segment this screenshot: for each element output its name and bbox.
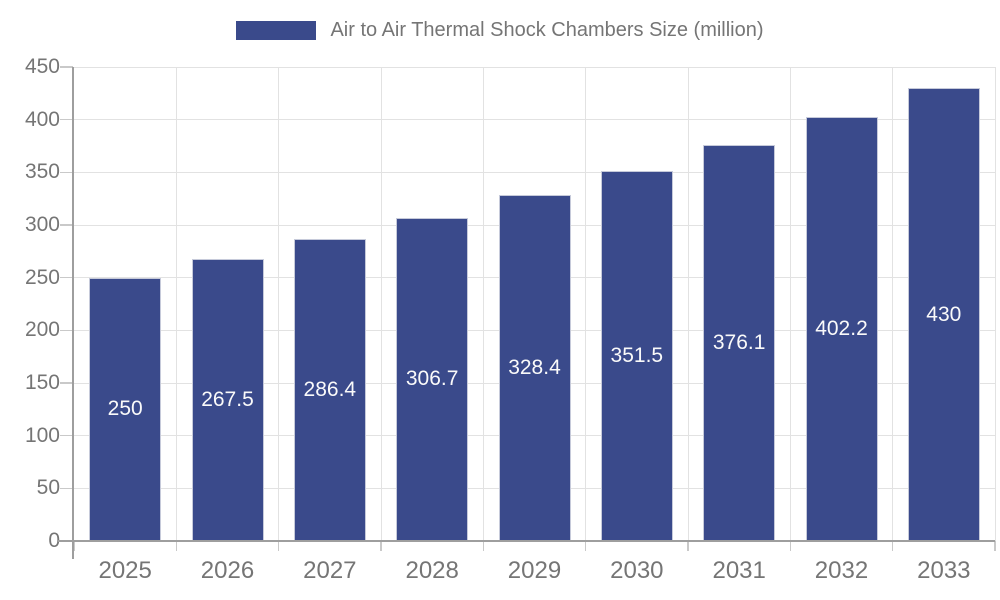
x-axis-tick: [891, 541, 894, 551]
y-axis-tick: [60, 224, 73, 226]
bar-value-label: 430: [926, 302, 962, 326]
bar: [703, 144, 776, 541]
y-axis-label: 400: [24, 107, 60, 131]
y-axis-label: 150: [24, 371, 60, 394]
gridline-vertical: [175, 67, 177, 541]
x-axis-label: 2026: [200, 557, 255, 584]
y-axis-tick: [60, 487, 73, 490]
x-axis-label: 2031: [712, 557, 766, 584]
bar-value-label: 376.1: [712, 330, 766, 354]
gridline-horizontal: [74, 119, 995, 121]
bar-value-label: 402.2: [815, 317, 868, 341]
bar: [191, 259, 264, 541]
bar: [396, 217, 469, 541]
x-axis-tick: [73, 541, 75, 551]
bar-value-label: 328.4: [508, 356, 561, 380]
gridline-horizontal: [74, 171, 995, 173]
legend-swatch: [236, 21, 317, 40]
y-axis-tick: [60, 276, 73, 279]
bar: [805, 117, 878, 541]
bar-value-label: 351.5: [610, 343, 664, 367]
bar-value-label: 250: [107, 397, 143, 421]
y-axis-label: 350: [24, 160, 60, 184]
gridline-vertical: [482, 67, 484, 541]
gridline-vertical: [585, 67, 587, 541]
y-axis-label: 100: [24, 423, 60, 447]
y-axis-label: 250: [24, 265, 60, 289]
x-axis-label: 2032: [814, 557, 869, 584]
gridline-vertical: [687, 67, 689, 541]
gridline-horizontal: [74, 66, 995, 68]
x-axis-tick: [277, 541, 280, 551]
y-axis-tick: [60, 329, 73, 332]
bar: [293, 239, 366, 541]
x-axis-tick: [789, 541, 792, 551]
x-axis-tick: [994, 541, 996, 551]
x-axis-tick: [687, 541, 689, 551]
gridline-vertical: [789, 67, 791, 541]
x-axis-label: 2029: [507, 557, 562, 584]
legend: Air to Air Thermal Shock Chambers Size (…: [0, 19, 1000, 42]
y-axis-tick: [60, 434, 73, 437]
y-axis-label: 50: [36, 476, 60, 500]
y-axis-label: 450: [24, 55, 60, 78]
bar-value-label: 286.4: [303, 378, 357, 402]
plot-area: 250 267.5 286.4 306.7 328.4 351.5 376.1 402.2 43…: [74, 66, 996, 541]
y-axis-tick: [60, 66, 73, 68]
x-axis-label: 2030: [610, 557, 664, 584]
y-axis-label: 0: [48, 529, 60, 552]
bar-value-label: 267.5: [201, 388, 254, 412]
y-axis-label: 200: [24, 318, 60, 342]
y-axis-label: 300: [24, 213, 60, 236]
gridline-vertical: [278, 67, 280, 541]
x-axis-tick: [175, 541, 178, 551]
y-axis-tick: [60, 118, 73, 121]
y-axis-line: [72, 67, 74, 559]
legend-label: Air to Air Thermal Shock Chambers Size (…: [330, 19, 764, 41]
x-axis-tick: [482, 541, 485, 551]
y-axis-tick: [60, 171, 73, 174]
x-axis-label: 2033: [917, 557, 971, 584]
x-axis-label: 2025: [98, 557, 152, 584]
gridline-vertical: [994, 67, 996, 541]
bar: [907, 88, 980, 541]
x-axis-tick: [584, 541, 587, 551]
gridline-vertical: [380, 67, 382, 541]
x-axis-label: 2027: [303, 557, 357, 584]
gridline-vertical: [892, 67, 894, 541]
y-axis-tick: [60, 382, 73, 384]
x-axis-tick: [380, 541, 382, 551]
bar-value-label: 306.7: [405, 367, 459, 391]
x-axis-line: [58, 540, 995, 542]
x-axis-label: 2028: [405, 557, 459, 584]
bar: [89, 277, 162, 541]
